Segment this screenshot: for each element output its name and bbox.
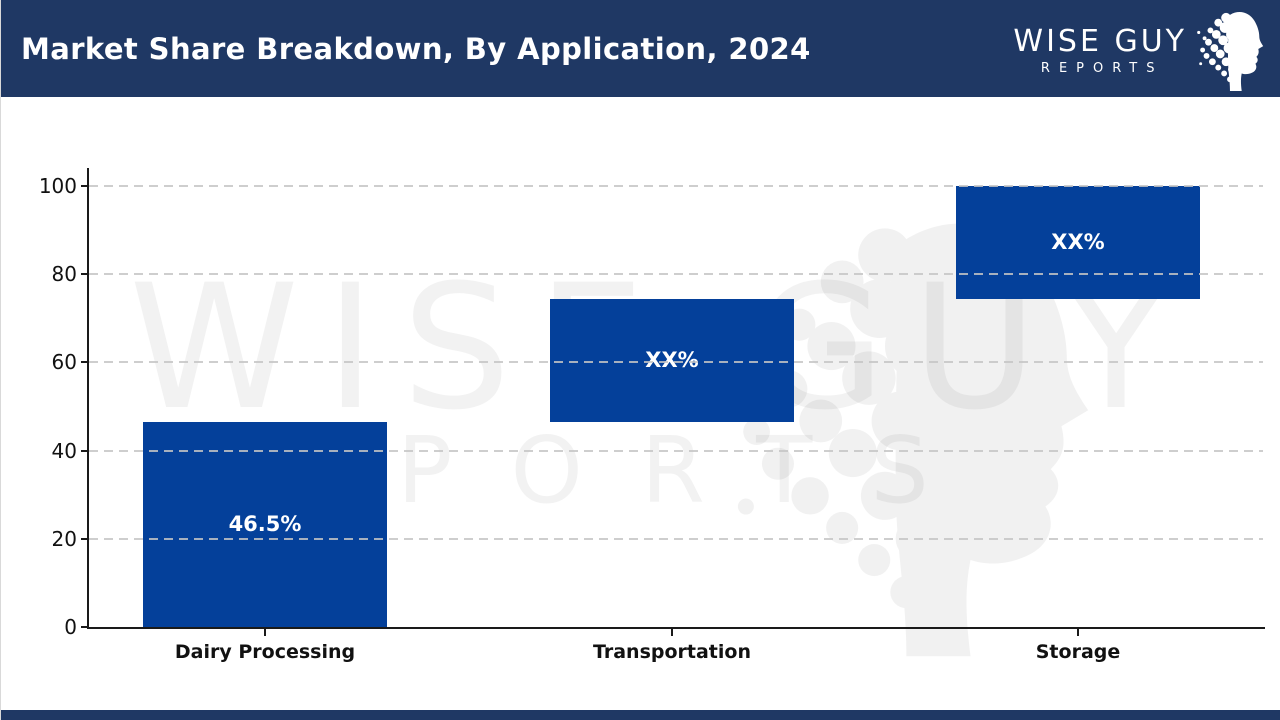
logo-text: WISE GUY REPORTS	[1013, 23, 1187, 76]
bar-storage: XX%	[956, 186, 1200, 299]
y-axis-tick	[81, 626, 89, 628]
x-tick-label: Transportation	[592, 641, 751, 663]
y-tick-label: 100	[38, 174, 77, 198]
bar-value-label: XX%	[1051, 230, 1105, 255]
y-axis-spine	[87, 168, 89, 629]
bar-value-label: XX%	[645, 348, 699, 373]
logo-head-profile-icon	[1197, 11, 1264, 91]
y-axis-tick	[81, 449, 89, 452]
bar-transportation: XX%	[550, 298, 794, 422]
x-axis-tick	[264, 629, 266, 636]
y-tick-label: 60	[51, 350, 77, 375]
y-tick-label: 40	[51, 438, 77, 463]
gridline	[89, 537, 1263, 540]
y-tick-label: 0	[64, 615, 77, 639]
header-bar: Market Share Breakdown, By Application, …	[1, 0, 1280, 97]
bar-dairy-processing: 46.5%	[143, 421, 387, 627]
x-tick-label: Storage	[1035, 641, 1121, 663]
wise-guy-reports-logo: WISE GUY REPORTS	[1013, 9, 1267, 93]
x-axis-tick	[1077, 629, 1079, 636]
chart-canvas: WISE GUY REPORTS 46.5%XX%XX%020406080100…	[1, 97, 1280, 710]
x-axis-tick	[671, 629, 673, 636]
x-tick-label: Dairy Processing	[174, 641, 356, 663]
gridline	[89, 273, 1263, 276]
y-tick-label: 20	[51, 526, 77, 551]
x-axis-spine	[87, 627, 1265, 629]
gridline	[89, 361, 1263, 364]
y-axis-tick	[81, 185, 89, 187]
logo-wordmark: WISE GUY	[1013, 23, 1187, 59]
logo-subtitle: REPORTS	[1040, 60, 1164, 76]
bar-value-label: 46.5%	[228, 512, 302, 537]
y-axis-tick	[81, 361, 89, 364]
footer-bar	[1, 710, 1280, 720]
y-tick-label: 80	[51, 262, 77, 287]
y-axis-tick	[81, 537, 89, 540]
page-title: Market Share Breakdown, By Application, …	[21, 31, 811, 66]
gridline	[89, 449, 1263, 452]
y-axis-tick	[81, 273, 89, 276]
gridline	[89, 185, 1263, 187]
